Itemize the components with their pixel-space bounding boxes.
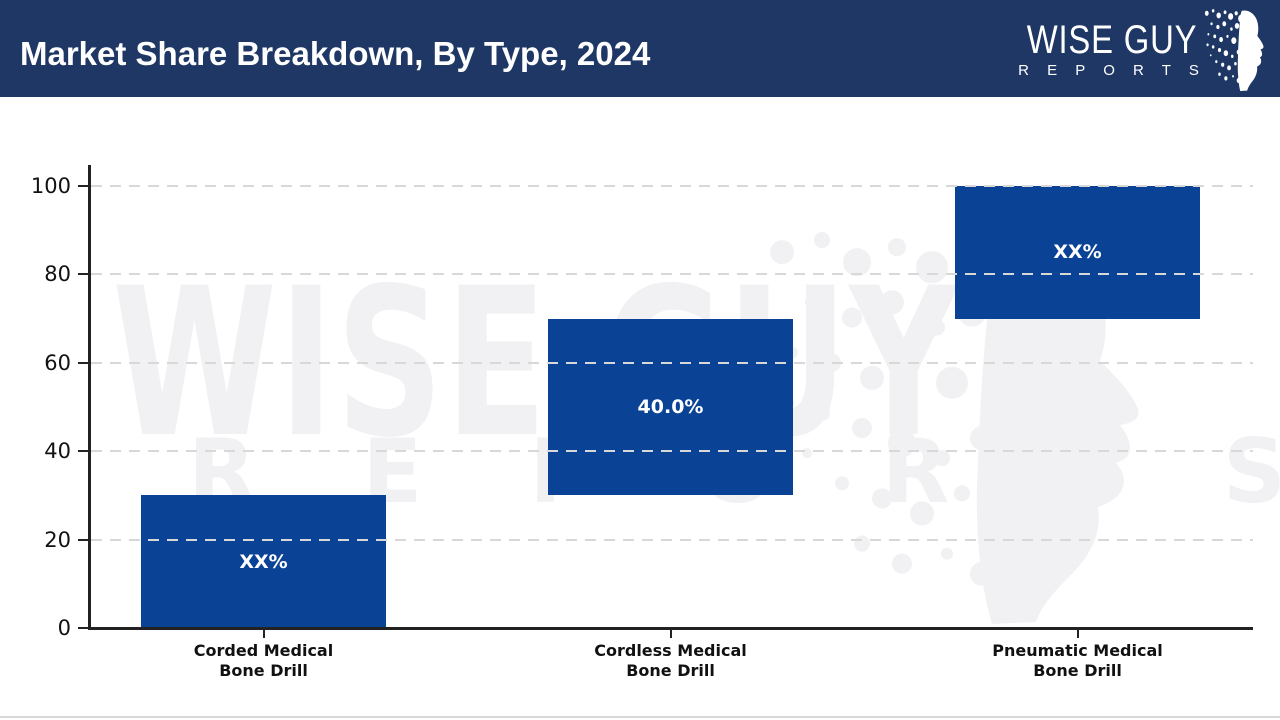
y-tick-100	[78, 185, 88, 187]
x-category-label-1: Corded Medical Bone Drill	[193, 641, 334, 680]
y-tick-label-0: 0	[57, 616, 71, 640]
brand-logo: WISE GUY R E P O R T S	[1008, 7, 1272, 91]
brand-subname: R E P O R T S	[1018, 61, 1206, 79]
page-title: Market Share Breakdown, By Type, 2024	[20, 34, 651, 72]
y-tick-label-20: 20	[44, 527, 71, 552]
footer-divider	[0, 716, 1280, 718]
bar-value-label: 40.0%	[637, 395, 704, 418]
watermark-text: WISE GUY	[112, 245, 960, 483]
gridline-100	[91, 185, 1253, 187]
y-tick-label-80: 80	[44, 262, 71, 287]
x-category-label-3: Pneumatic Medical Bone Drill	[992, 641, 1163, 680]
y-tick-40	[78, 450, 88, 453]
bar-value-label: XX%	[1053, 241, 1102, 264]
brand-head-icon	[1204, 8, 1264, 91]
y-axis-spine	[88, 165, 91, 629]
gridline-80	[91, 273, 1253, 276]
y-tick-60	[78, 361, 88, 364]
gridline-20	[91, 538, 1253, 541]
x-tick-2	[669, 629, 672, 638]
brand-logo-text: WISE GUY R E P O R T S	[1008, 20, 1216, 78]
x-axis-spine	[88, 626, 1253, 630]
gridline-40	[91, 450, 1253, 453]
y-tick-label-60: 60	[44, 350, 71, 375]
y-tick-80	[78, 273, 88, 276]
gridline-60	[91, 361, 1253, 364]
x-category-label-2: Cordless Medical Bone Drill	[594, 641, 747, 680]
header: Market Share Breakdown, By Type, 2024 WI…	[0, 0, 1280, 97]
bar-segment-2: 40.0%	[548, 318, 793, 496]
x-tick-3	[1076, 629, 1079, 638]
y-tick-label-100: 100	[30, 174, 71, 198]
brand-name: WISE GUY	[1026, 17, 1198, 62]
y-tick-0	[78, 627, 88, 629]
y-tick-label-40: 40	[44, 439, 71, 464]
y-tick-20	[78, 538, 88, 541]
bar-segment-1: XX%	[141, 495, 386, 628]
x-tick-1	[262, 629, 265, 638]
bar-segment-3: XX%	[955, 186, 1200, 319]
bar-value-label: XX%	[239, 550, 288, 573]
